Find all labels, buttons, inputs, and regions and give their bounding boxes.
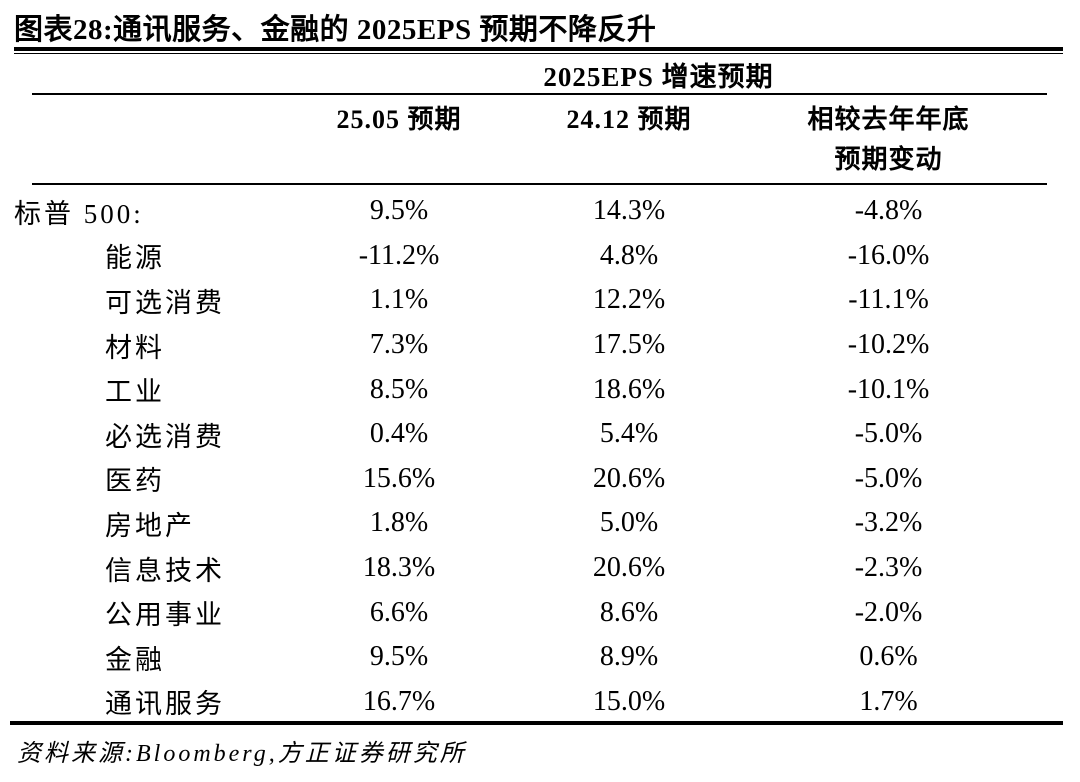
table-top-thick-rule xyxy=(14,47,1063,51)
value-2505: 1.1% xyxy=(369,284,429,316)
value-change: -10.1% xyxy=(847,373,930,405)
row-label: 信息技术 xyxy=(105,555,225,586)
value-2412: 12.2% xyxy=(592,284,666,316)
row-label: 工业 xyxy=(105,377,165,408)
column-header-change-line1: 相较去年年底 xyxy=(807,105,970,134)
column-header-forecast-2412: 24.12 预期 xyxy=(566,105,692,134)
table-row-communication-services: 通讯服务 16.7% 15.0% 1.7% xyxy=(14,680,1063,725)
table-row-real-estate: 房地产 1.8% 5.0% -3.2% xyxy=(14,501,1063,546)
value-2412: 14.3% xyxy=(592,195,666,227)
row-label: 金融 xyxy=(105,644,165,675)
value-2505: 0.4% xyxy=(369,418,429,450)
group-header-label: 2025EPS 增速预期 xyxy=(543,62,774,92)
value-2505: 9.5% xyxy=(369,641,429,673)
row-label: 标普 500: xyxy=(14,198,144,229)
column-header-spacer xyxy=(14,94,254,189)
table-top-thin-rule xyxy=(14,53,1063,54)
table-bottom-rule xyxy=(10,721,1063,725)
value-change: -10.2% xyxy=(847,329,930,361)
value-2505: 1.8% xyxy=(369,507,429,539)
row-label: 材料 xyxy=(105,332,165,363)
table-row-industrials: 工业 8.5% 18.6% -10.1% xyxy=(14,367,1063,412)
row-label: 医药 xyxy=(105,466,165,497)
value-2412: 4.8% xyxy=(599,239,659,271)
value-2412: 8.9% xyxy=(599,641,659,673)
value-2505: 6.6% xyxy=(369,596,429,628)
value-2505: -11.2% xyxy=(358,239,440,271)
column-header-row: 25.05 预期 24.12 预期 相较去年年底 预期变动 xyxy=(14,94,1063,189)
row-label: 必选消费 xyxy=(105,421,225,452)
table-row-information-technology: 信息技术 18.3% 20.6% -2.3% xyxy=(14,546,1063,591)
value-2505: 8.5% xyxy=(369,373,429,405)
value-2412: 20.6% xyxy=(592,552,666,584)
value-2412: 5.0% xyxy=(599,507,659,539)
row-label: 可选消费 xyxy=(105,287,225,318)
table-row-utilities: 公用事业 6.6% 8.6% -2.0% xyxy=(14,590,1063,635)
value-2505: 16.7% xyxy=(362,685,436,717)
row-label: 通讯服务 xyxy=(105,689,225,720)
value-change: -16.0% xyxy=(847,239,930,271)
value-2412: 17.5% xyxy=(592,329,666,361)
value-2412: 18.6% xyxy=(592,373,666,405)
value-2412: 8.6% xyxy=(599,596,659,628)
group-header-row: 2025EPS 增速预期 xyxy=(14,55,1063,94)
value-2412: 15.0% xyxy=(592,685,666,717)
value-2412: 5.4% xyxy=(599,418,659,450)
value-change: -5.0% xyxy=(854,462,923,494)
column-header-divider-rule xyxy=(32,183,1047,185)
source-note: 资料来源:Bloomberg,方正证券研究所 xyxy=(17,741,467,767)
row-label: 能源 xyxy=(105,243,165,274)
value-2412: 20.6% xyxy=(592,462,666,494)
table-row-financials: 金融 9.5% 8.9% 0.6% xyxy=(14,635,1063,680)
row-label: 房地产 xyxy=(105,510,195,541)
table-row-consumer-discretionary: 可选消费 1.1% 12.2% -11.1% xyxy=(14,278,1063,323)
value-2505: 9.5% xyxy=(369,195,429,227)
value-change: -2.3% xyxy=(854,552,923,584)
column-header-change: 相较去年年底 预期变动 xyxy=(714,94,1063,189)
table-row-materials: 材料 7.3% 17.5% -10.2% xyxy=(14,323,1063,368)
value-change: -11.1% xyxy=(848,284,929,316)
value-change: 1.7% xyxy=(859,685,918,717)
value-change: -5.0% xyxy=(854,418,923,450)
table-row-sp500: 标普 500: 9.5% 14.3% -4.8% xyxy=(14,189,1063,234)
value-2505: 18.3% xyxy=(362,552,436,584)
table-row-healthcare: 医药 15.6% 20.6% -5.0% xyxy=(14,457,1063,502)
row-label: 公用事业 xyxy=(105,600,225,631)
value-change: -4.8% xyxy=(854,195,923,227)
table-row-energy: 能源 -11.2% 4.8% -16.0% xyxy=(14,234,1063,279)
eps-forecast-table: 2025EPS 增速预期 25.05 预期 24.12 预期 相较去年年底 预期… xyxy=(14,55,1063,724)
figure-title: 图表28:通讯服务、金融的 2025EPS 预期不降反升 xyxy=(14,14,657,46)
value-2505: 15.6% xyxy=(362,462,436,494)
group-header-divider-rule xyxy=(32,93,1047,95)
value-change: 0.6% xyxy=(859,641,918,673)
value-change: -2.0% xyxy=(854,596,923,628)
table-row-consumer-staples: 必选消费 0.4% 5.4% -5.0% xyxy=(14,412,1063,457)
column-header-change-line2: 预期变动 xyxy=(834,145,943,174)
value-change: -3.2% xyxy=(854,507,923,539)
value-2505: 7.3% xyxy=(369,329,429,361)
column-header-forecast-2505: 25.05 预期 xyxy=(336,105,462,134)
group-header-spacer xyxy=(14,55,254,94)
